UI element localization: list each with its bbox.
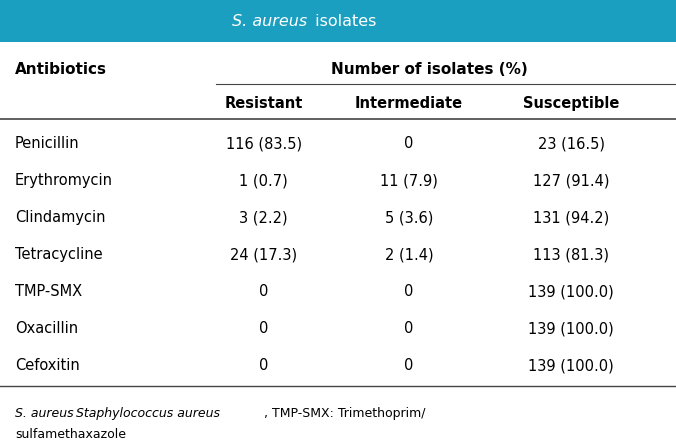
Text: , TMP-SMX: Trimethoprim/: , TMP-SMX: Trimethoprim/	[264, 407, 425, 421]
Text: 5 (3.6): 5 (3.6)	[385, 210, 433, 225]
Text: Resistant: Resistant	[224, 96, 303, 111]
Text: 0: 0	[404, 284, 414, 299]
Text: S. aureus: S. aureus	[15, 407, 74, 421]
Text: Erythromycin: Erythromycin	[15, 173, 113, 188]
Text: 3 (2.2): 3 (2.2)	[239, 210, 288, 225]
Text: Number of isolates (%): Number of isolates (%)	[331, 62, 528, 77]
Text: Susceptible: Susceptible	[523, 96, 619, 111]
Text: sulfamethaxazole: sulfamethaxazole	[15, 428, 126, 442]
Text: 139 (100.0): 139 (100.0)	[529, 284, 614, 299]
Text: Clindamycin: Clindamycin	[15, 210, 105, 225]
Text: Staphylococcus aureus: Staphylococcus aureus	[76, 407, 220, 421]
Text: 0: 0	[259, 321, 268, 336]
Text: 24 (17.3): 24 (17.3)	[230, 247, 297, 262]
Text: 11 (7.9): 11 (7.9)	[380, 173, 438, 188]
Text: Cefoxitin: Cefoxitin	[15, 358, 80, 373]
Text: 139 (100.0): 139 (100.0)	[529, 358, 614, 373]
Bar	[0, 0, 676, 42]
Text: TMP-SMX: TMP-SMX	[15, 284, 82, 299]
Text: 113 (81.3): 113 (81.3)	[533, 247, 609, 262]
Text: 127 (91.4): 127 (91.4)	[533, 173, 610, 188]
Text: 1 (0.7): 1 (0.7)	[239, 173, 288, 188]
Text: 0: 0	[259, 284, 268, 299]
Text: 0: 0	[404, 321, 414, 336]
Text: 0: 0	[404, 136, 414, 151]
Text: 0: 0	[404, 358, 414, 373]
Text: 139 (100.0): 139 (100.0)	[529, 321, 614, 336]
Text: Tetracycline: Tetracycline	[15, 247, 103, 262]
Text: isolates: isolates	[310, 14, 376, 29]
Text: S. aureus: S. aureus	[233, 14, 308, 29]
Text: 0: 0	[259, 358, 268, 373]
Text: Intermediate: Intermediate	[355, 96, 463, 111]
Text: 131 (94.2): 131 (94.2)	[533, 210, 609, 225]
Text: 116 (83.5): 116 (83.5)	[226, 136, 301, 151]
Text: 23 (16.5): 23 (16.5)	[537, 136, 605, 151]
Text: Oxacillin: Oxacillin	[15, 321, 78, 336]
Text: Antibiotics: Antibiotics	[15, 62, 107, 77]
Text: 2 (1.4): 2 (1.4)	[385, 247, 433, 262]
Text: Penicillin: Penicillin	[15, 136, 80, 151]
Text: :: :	[67, 407, 75, 421]
